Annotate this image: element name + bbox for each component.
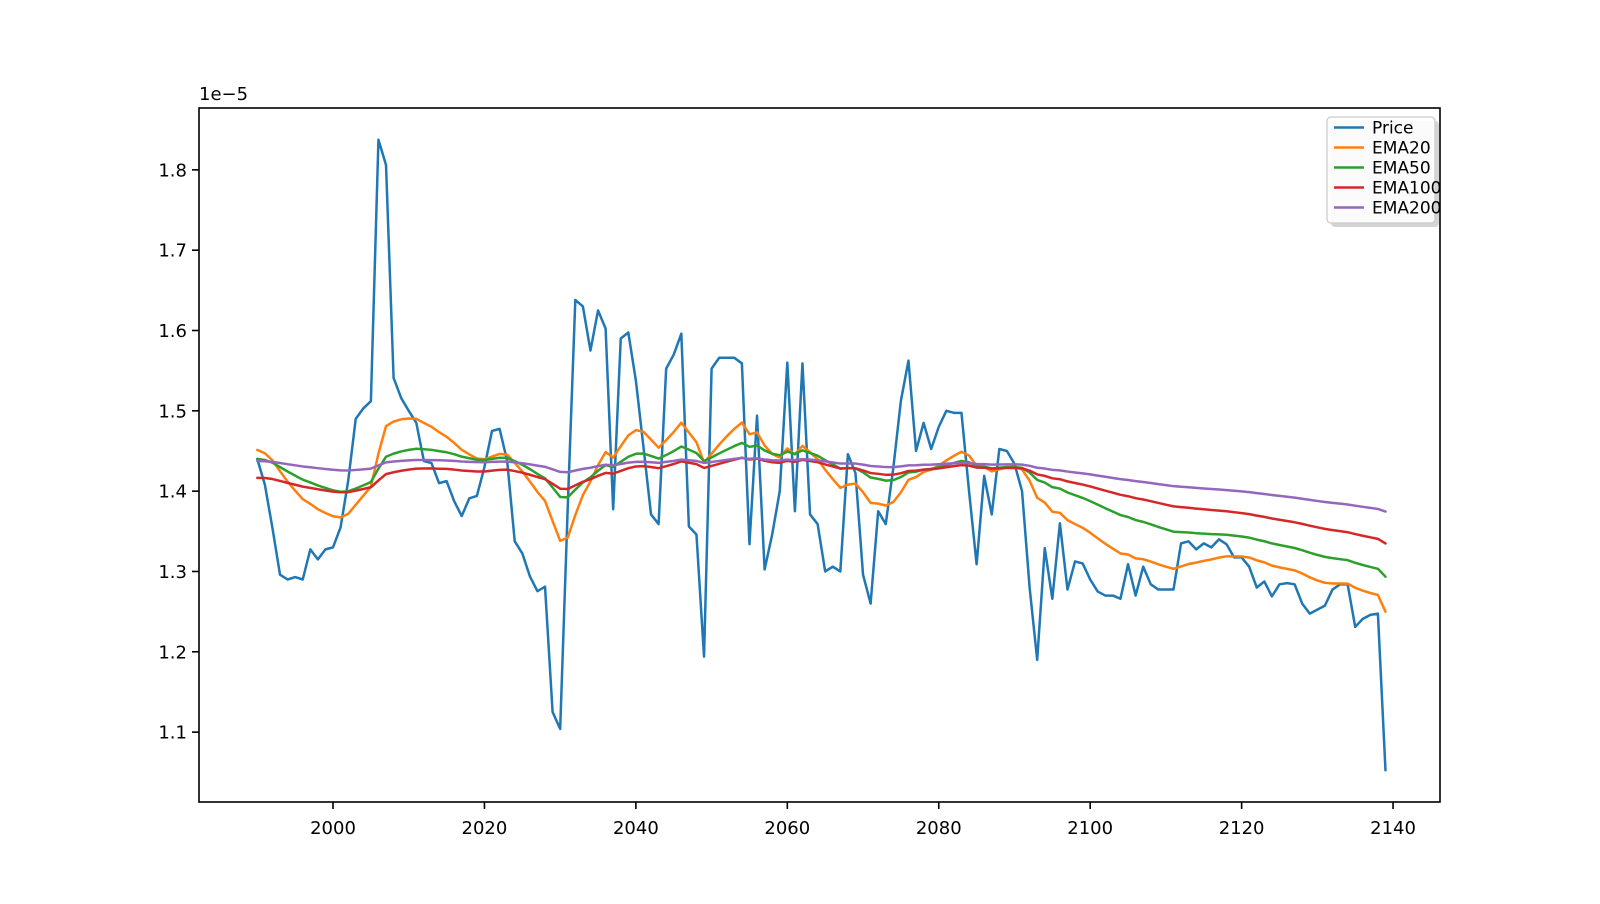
price-line — [256, 138, 1387, 772]
y-tick-label: 1.6 — [158, 321, 187, 342]
y-tick-label: 1.8 — [158, 160, 187, 181]
x-tick-label: 2020 — [462, 818, 508, 839]
ema20-line — [256, 417, 1387, 613]
y-tick-label: 1.5 — [158, 401, 187, 422]
x-tick-label: 2000 — [310, 818, 356, 839]
x-tick-label: 2060 — [764, 818, 810, 839]
y-tick-label: 1.4 — [158, 482, 187, 503]
axes-spines — [198, 107, 1441, 803]
y-axis-offset-label: 1e−5 — [199, 84, 248, 105]
legend-label-ema200: EMA200 — [1372, 199, 1442, 219]
x-tick-label: 2040 — [613, 818, 659, 839]
x-tick-label: 2140 — [1370, 818, 1416, 839]
ema100-line — [256, 456, 1387, 545]
y-tick-label: 1.3 — [158, 562, 187, 583]
ema50-line — [256, 441, 1387, 578]
legend-label-ema20: EMA20 — [1372, 139, 1431, 159]
axis-ticks: 2000 2020 2040 2060 2080 2100 2120 2140 1.1 1.2 1.… — [158, 160, 1416, 839]
y-tick-label: 1.2 — [158, 642, 187, 663]
x-tick-label: 2120 — [1219, 818, 1265, 839]
plot-frame — [198, 107, 1441, 803]
y-tick-label: 1.1 — [158, 723, 187, 744]
ema200-line — [256, 456, 1387, 513]
x-tick-label: 2080 — [916, 818, 962, 839]
series-lines — [256, 138, 1387, 772]
legend-label-ema50: EMA50 — [1372, 159, 1431, 179]
x-tick-label: 2100 — [1067, 818, 1113, 839]
y-tick-label: 1.7 — [158, 241, 187, 262]
legend-frame — [1326, 116, 1436, 224]
legend-label-price: Price — [1372, 119, 1413, 139]
legend-label-ema100: EMA100 — [1372, 179, 1442, 199]
